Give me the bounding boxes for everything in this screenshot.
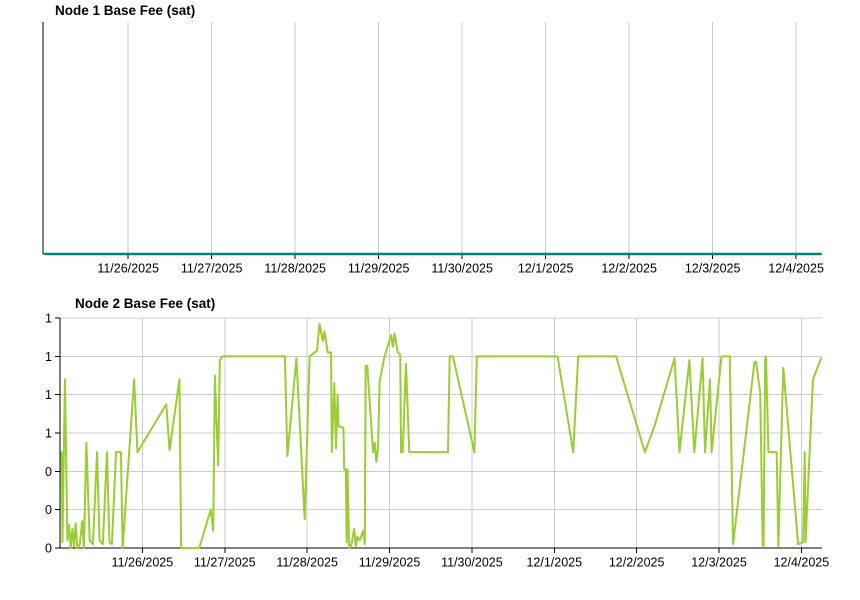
x-tick-label: 12/4/2025 [768,262,824,276]
x-tick-label: 12/4/2025 [774,556,830,570]
x-tick-label: 11/28/2025 [276,556,338,570]
x-tick-label: 11/29/2025 [359,556,421,570]
x-tick-label: 11/27/2025 [181,262,243,276]
x-tick-label: 11/26/2025 [112,556,174,570]
node2-chart-title: Node 2 Base Fee (sat) [75,296,216,311]
y-tick-label: 1 [45,350,52,364]
x-tick-label: 11/29/2025 [348,262,410,276]
x-tick-label: 12/1/2025 [526,556,582,570]
node2-chart: 11/26/2025 11/27/2025 11/28/2025 11/29/2025… [45,312,829,570]
series-line [60,322,823,549]
x-tick-label: 11/30/2025 [441,556,503,570]
y-tick-label: 0 [45,503,52,517]
node1-chart-title: Node 1 Base Fee (sat) [55,3,196,18]
x-tick-label: 11/26/2025 [97,262,159,276]
x-tick-label: 11/27/2025 [194,556,256,570]
x-tick-label: 12/3/2025 [691,556,747,570]
y-tick-label: 1 [45,388,52,402]
x-tick-label: 12/2/2025 [601,262,657,276]
node1-chart: 11/26/2025 11/27/2025 11/28/2025 11/29/2025… [42,22,824,276]
x-tick-label: 12/2/2025 [609,556,665,570]
x-tick-label: 11/28/2025 [264,262,326,276]
y-tick-label: 1 [45,427,52,441]
x-tick-label: 12/1/2025 [518,262,574,276]
y-tick-label: 0 [45,465,52,479]
y-tick-label: 1 [45,312,52,326]
x-tick-label: 11/30/2025 [431,262,493,276]
y-tick-label: 0 [45,542,52,556]
x-tick-label: 12/3/2025 [685,262,741,276]
